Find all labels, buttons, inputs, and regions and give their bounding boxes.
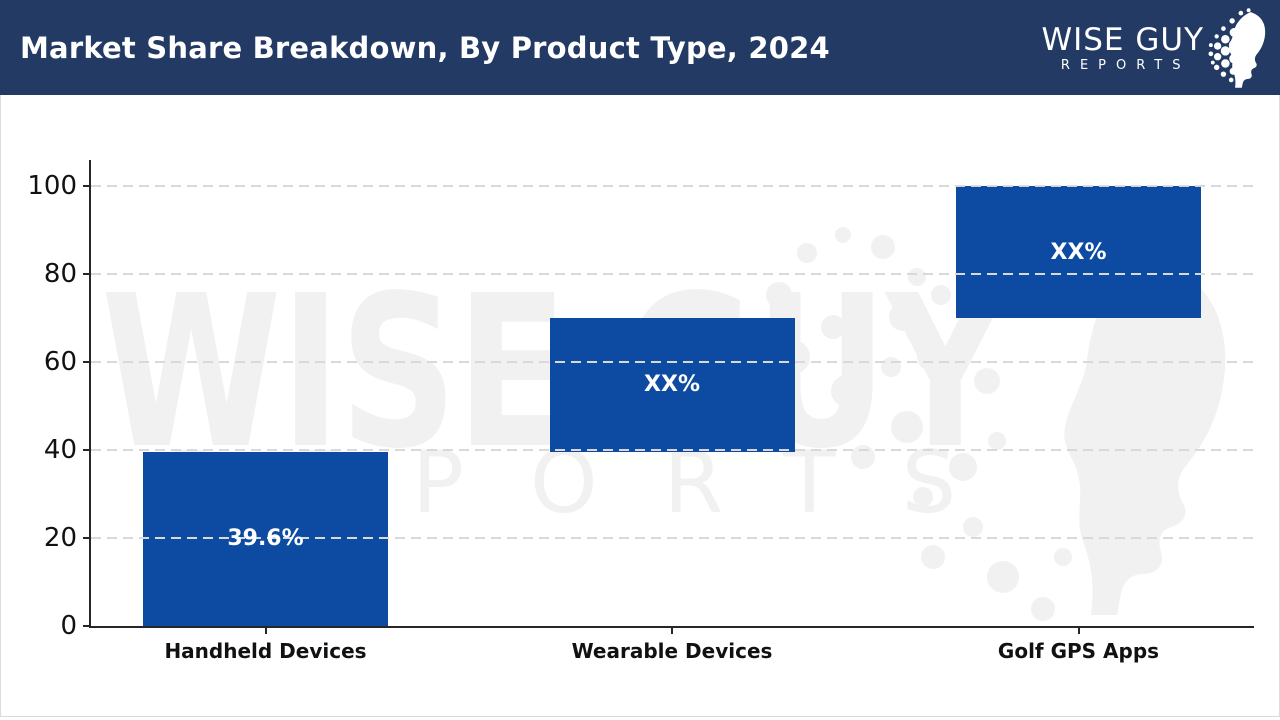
- logo-wordmark-line1: WISE GUY: [1041, 21, 1204, 58]
- y-axis-spine: [89, 160, 91, 628]
- x-axis-spine: [89, 626, 1254, 628]
- y-tick-mark: [83, 449, 91, 451]
- x-category-label: Golf GPS Apps: [997, 639, 1160, 663]
- y-tick-label: 100: [27, 171, 77, 201]
- y-tick-label: 0: [60, 611, 77, 641]
- y-tick-label: 40: [43, 435, 77, 465]
- bar-value-label: XX%: [644, 372, 700, 398]
- y-tick-label: 20: [43, 523, 77, 553]
- bar-2: [549, 318, 795, 452]
- chart-canvas: WISE GUY REPORTS 0 20 40 60 80 100 39.6% Handhe…: [0, 95, 1280, 717]
- y-tick-label: 60: [43, 347, 77, 377]
- header-bar: Market Share Breakdown, By Product Type,…: [0, 0, 1280, 95]
- y-tick-mark: [83, 537, 91, 539]
- logo-wordmark: WISE GUY REPORTS: [1041, 23, 1204, 73]
- bar-value-label: 39.6%: [227, 526, 304, 552]
- x-tick-mark: [671, 627, 673, 634]
- bar-3: [956, 186, 1201, 318]
- y-tick-mark: [83, 273, 91, 275]
- bar-value-label: XX%: [1050, 239, 1107, 265]
- x-category-label: Handheld Devices: [164, 639, 367, 663]
- wiseguy-logo: WISE GUY REPORTS: [1041, 7, 1268, 89]
- page-title: Market Share Breakdown, By Product Type,…: [20, 30, 830, 65]
- x-tick-mark: [264, 627, 267, 634]
- watermark-face-icon: [766, 227, 1226, 621]
- y-tick-mark: [83, 185, 91, 187]
- x-category-label: Wearable Devices: [571, 639, 773, 663]
- gridline-y-80: [91, 273, 1254, 275]
- gridline-y-100: [91, 185, 1254, 187]
- y-tick-mark: [83, 361, 91, 363]
- gridline-y-40: [91, 449, 1254, 451]
- gridline-y-60: [91, 361, 1254, 363]
- x-tick-mark: [1077, 627, 1080, 634]
- y-tick-mark: [83, 625, 91, 627]
- y-tick-label: 80: [43, 259, 77, 289]
- gridline-y-20: [91, 537, 1254, 539]
- logo-face-icon: [1208, 8, 1266, 88]
- logo-wordmark-line2: REPORTS: [1060, 58, 1191, 74]
